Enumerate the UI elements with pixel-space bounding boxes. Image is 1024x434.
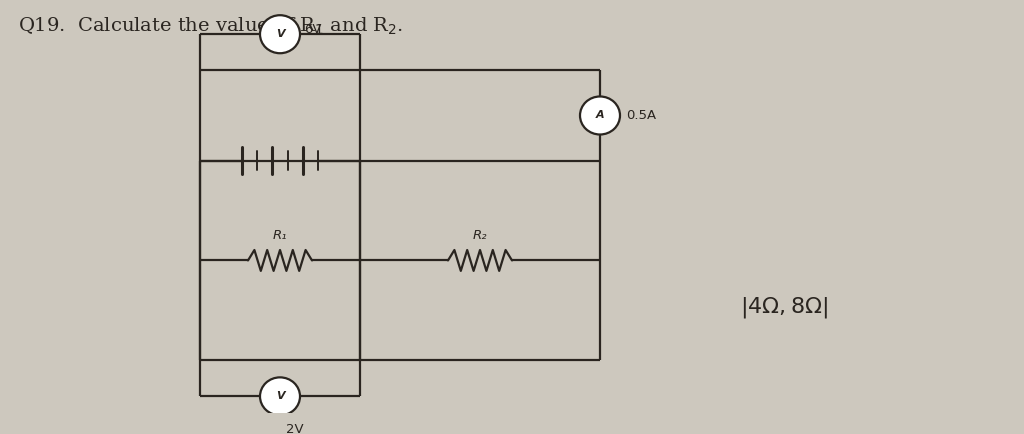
Text: $|4\Omega, 8\Omega|$: $|4\Omega, 8\Omega|$ (740, 296, 828, 320)
Text: R₁: R₁ (272, 230, 288, 242)
Text: 6V: 6V (304, 23, 322, 36)
Circle shape (260, 377, 300, 415)
Text: R₂: R₂ (473, 230, 487, 242)
Circle shape (580, 96, 620, 135)
Text: 0.5A: 0.5A (626, 109, 656, 122)
Text: 2V: 2V (286, 423, 304, 434)
Text: A: A (596, 111, 604, 121)
Text: V: V (275, 391, 285, 401)
Text: V: V (275, 29, 285, 39)
Text: Q19.  Calculate the value of R$_1$ and R$_2$.: Q19. Calculate the value of R$_1$ and R$… (18, 15, 403, 36)
Circle shape (260, 15, 300, 53)
